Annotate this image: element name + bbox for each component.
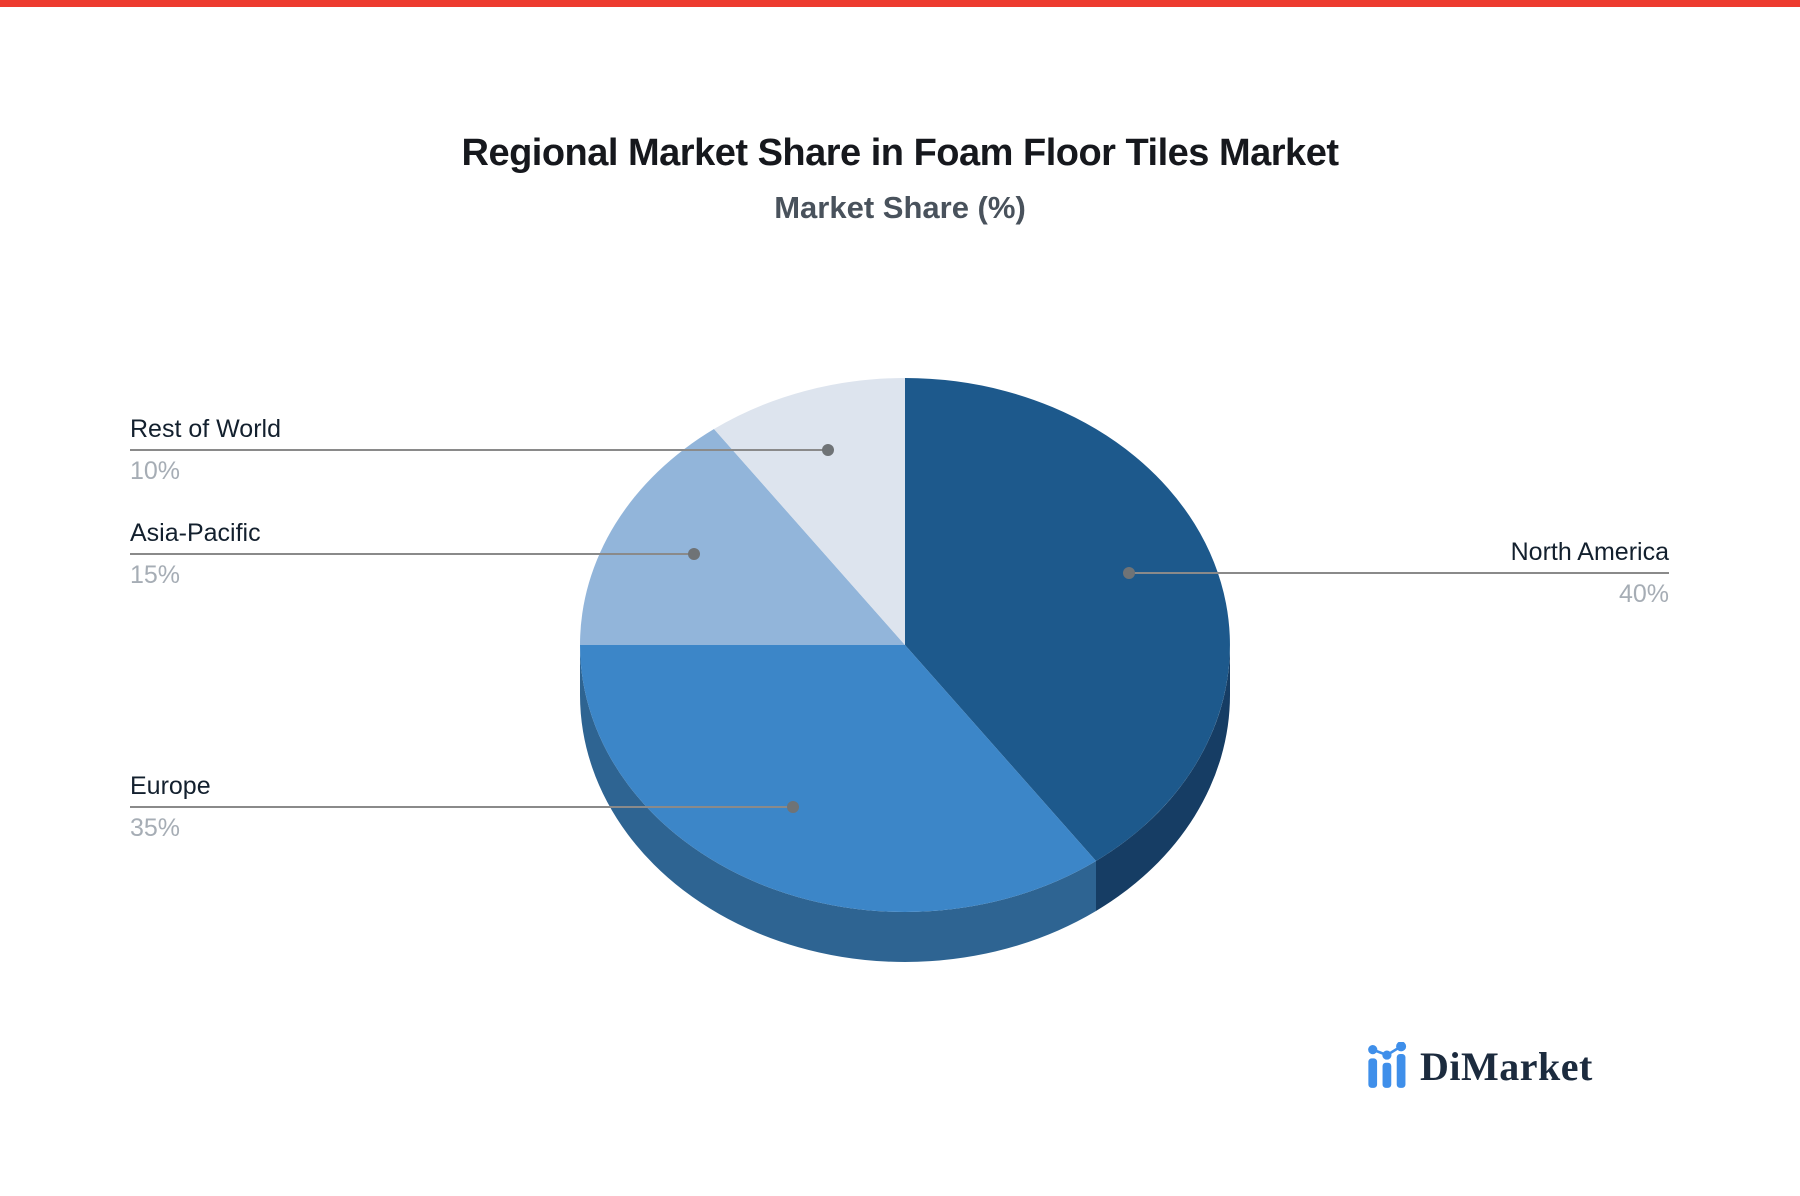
slice-value-north-america: 40%	[1618, 580, 1669, 608]
callout-north-america-value: 40%	[1619, 579, 1669, 609]
chart-subtitle: Market Share (%)	[774, 190, 1026, 225]
callout-north-america: North America	[1511, 537, 1669, 567]
callout-europe: Europe	[130, 771, 211, 801]
slice-label-north-america: North America	[1510, 538, 1669, 566]
slice-value-asia-pacific: 15%	[130, 561, 181, 589]
callout-europe-value: 35%	[130, 813, 180, 843]
callout-rest-of-world-value: 10%	[130, 456, 180, 486]
leader-dot-europe	[787, 801, 799, 813]
logo-text: DiMarket	[1420, 1044, 1593, 1089]
slice-north-america	[905, 378, 1230, 861]
slice-side-europe	[580, 645, 1096, 962]
leader-dot-north-america	[1123, 567, 1135, 579]
callout-rest-of-world: Rest of World	[130, 414, 281, 444]
brand-logo: DiMarket	[1366, 1042, 1593, 1090]
slice-label-europe: Europe	[130, 772, 211, 800]
slice-asia-pacific	[580, 429, 905, 645]
slice-rest-of-world	[714, 378, 905, 645]
accent-bar	[0, 0, 1800, 7]
slice-label-asia-pacific: Asia-Pacific	[130, 519, 261, 547]
slice-side-north-america	[1096, 645, 1230, 911]
leader-dot-asia-pacific	[688, 548, 700, 560]
page-title: Regional Market Share in Foam Floor Tile…	[461, 132, 1339, 174]
slice-value-europe: 35%	[130, 814, 181, 842]
slice-label-rest-of-world: Rest of World	[130, 415, 281, 443]
slice-europe	[580, 645, 1096, 912]
callout-asia-pacific-value: 15%	[130, 560, 180, 590]
leader-dot-rest-of-world	[822, 444, 834, 456]
bar-chart-icon	[1368, 1042, 1407, 1088]
callout-asia-pacific: Asia-Pacific	[130, 518, 261, 548]
slice-value-rest-of-world: 10%	[130, 457, 181, 485]
